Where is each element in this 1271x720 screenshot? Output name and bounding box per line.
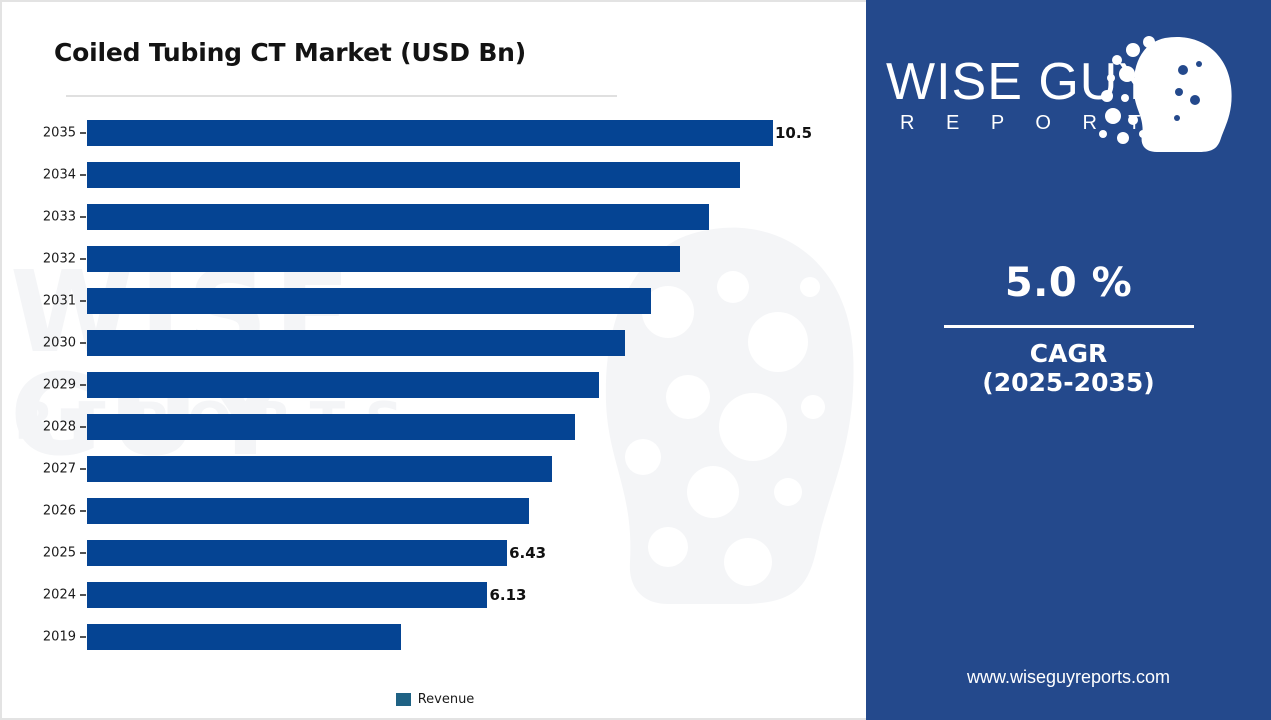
y-axis-tick: [80, 342, 86, 344]
cagr-value: 5.0 %: [1004, 260, 1133, 306]
bar-revenue[interactable]: [87, 456, 552, 482]
bar-revenue[interactable]: [87, 162, 741, 188]
y-axis-tick: [80, 258, 86, 260]
y-axis-tick: [80, 216, 86, 218]
bar-container: [87, 372, 600, 398]
bar-container: [87, 456, 552, 482]
chart-row: 2025 6.43: [2, 532, 866, 574]
bar-revenue[interactable]: [87, 414, 576, 440]
cagr-label: CAGR: [1029, 339, 1108, 368]
plot-area: 2035 10.5 2034 2033 2032 2031 2030 2029 2028 2027…: [2, 112, 866, 657]
title-divider: [66, 95, 617, 97]
chart-row: 2030: [2, 322, 866, 364]
y-axis-tick: [80, 552, 86, 554]
legend-swatch-revenue: [395, 693, 411, 706]
chart-row: 2034: [2, 154, 866, 196]
y-axis-label: 2034: [42, 167, 76, 183]
bar-revenue[interactable]: [87, 288, 652, 314]
bar-container: [87, 414, 576, 440]
y-axis-tick: [80, 132, 86, 134]
y-axis-tick: [80, 174, 86, 176]
bar-container: [87, 498, 530, 524]
y-axis-label: 2025: [42, 545, 76, 561]
y-axis-tick: [80, 468, 86, 470]
bar-container: [87, 246, 681, 272]
chart-row: 2035 10.5: [2, 112, 866, 154]
bar-revenue[interactable]: [87, 204, 709, 230]
bar-value-label: 6.13: [489, 586, 527, 604]
y-axis-label: 2030: [42, 335, 76, 351]
chart-row: 2029: [2, 364, 866, 406]
y-axis-label: 2028: [42, 419, 76, 435]
bar-revenue[interactable]: [87, 372, 600, 398]
bar-container: 6.43: [87, 540, 546, 566]
y-axis-tick: [80, 594, 86, 596]
bar-container: [87, 204, 709, 230]
chart-row: 2027: [2, 448, 866, 490]
y-axis-label: 2035: [42, 125, 76, 141]
y-axis-tick: [80, 300, 86, 302]
y-axis-label: 2019: [42, 629, 76, 645]
bar-container: [87, 288, 652, 314]
y-axis-label: 2024: [42, 587, 76, 603]
bar-container: [87, 624, 402, 650]
brand-panel: WISE GUY R E P O R T S: [866, 0, 1271, 720]
y-axis-label: 2029: [42, 377, 76, 393]
bar-value-label: 6.43: [509, 544, 547, 562]
chart-row: 2031: [2, 280, 866, 322]
y-axis-label: 2032: [42, 251, 76, 267]
bar-revenue[interactable]: [87, 246, 681, 272]
page-title: Coiled Tubing CT Market (USD Bn): [54, 38, 526, 67]
y-axis-tick: [80, 636, 86, 638]
bar-revenue[interactable]: [87, 582, 488, 608]
bar-revenue[interactable]: [87, 330, 625, 356]
chart-row: 2019: [2, 616, 866, 658]
y-axis-tick: [80, 510, 86, 512]
website-url: www.wiseguyreports.com: [966, 667, 1171, 687]
bar-revenue[interactable]: [87, 540, 508, 566]
chart-legend: Revenue: [2, 692, 866, 707]
cagr-period: (2025-2035): [982, 368, 1155, 397]
y-axis-tick: [80, 384, 86, 386]
chart-row: 2026: [2, 490, 866, 532]
bar-revenue[interactable]: [87, 498, 530, 524]
chart-row: 2033: [2, 196, 866, 238]
chart-row: 2032: [2, 238, 866, 280]
logo-head-icon: [1099, 36, 1232, 153]
bar-revenue[interactable]: [87, 624, 402, 650]
legend-label-revenue: Revenue: [417, 692, 475, 707]
y-axis-label: 2027: [42, 461, 76, 477]
chart-row: 2028: [2, 406, 866, 448]
bar-container: [87, 162, 741, 188]
y-axis-label: 2031: [42, 293, 76, 309]
bar-container: [87, 330, 625, 356]
bar-container: 6.13: [87, 582, 527, 608]
wiseguy-logo: WISE GUY R E P O R T S: [886, 34, 1251, 153]
y-axis-label: 2026: [42, 503, 76, 519]
y-axis-tick: [80, 426, 86, 428]
y-axis-label: 2033: [42, 209, 76, 225]
bar-revenue[interactable]: [87, 120, 773, 146]
bar-value-label: 10.5: [775, 124, 813, 142]
bar-container: 10.5: [87, 120, 812, 146]
chart-row: 2024 6.13: [2, 574, 866, 616]
cagr-divider: [944, 325, 1194, 328]
